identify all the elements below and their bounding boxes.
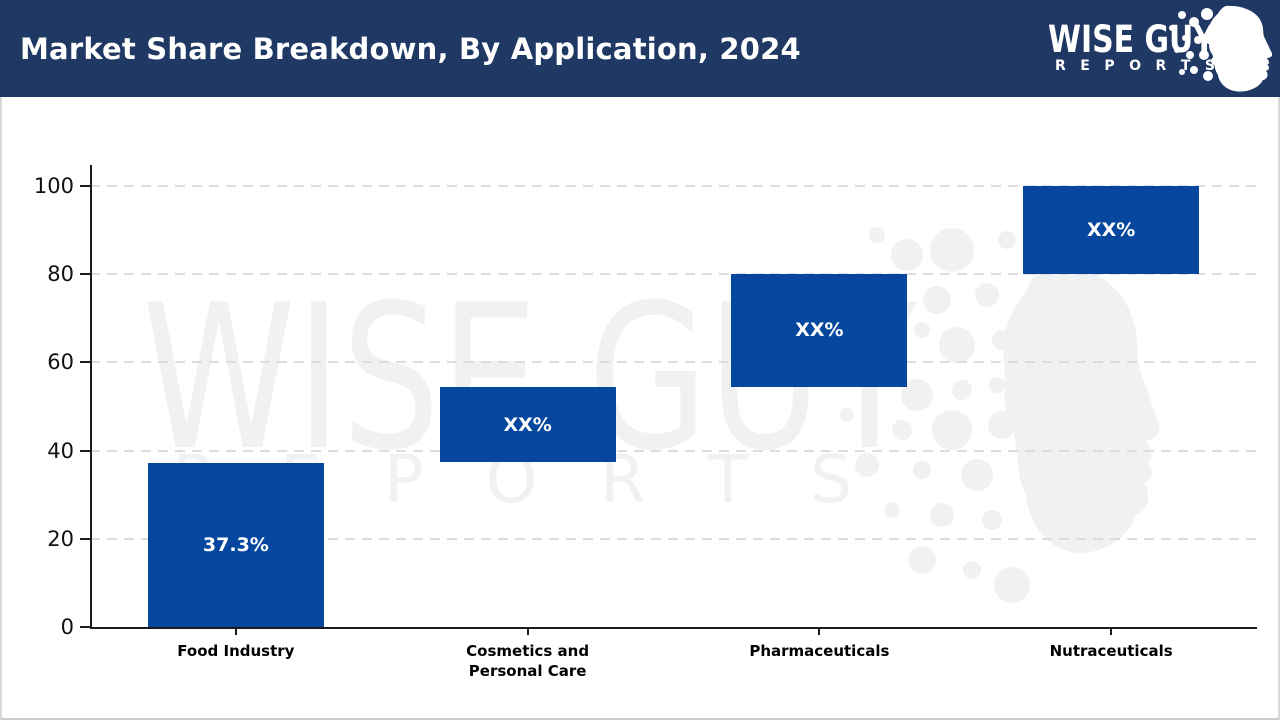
bar-value-label: XX% xyxy=(503,413,552,436)
watermark-face-icon xyxy=(1003,264,1160,553)
y-axis-tick-label: 80 xyxy=(47,262,74,287)
y-gridline xyxy=(90,361,1257,364)
page-title: Market Share Breakdown, By Application, … xyxy=(20,31,801,66)
bar-value-label: XX% xyxy=(1086,219,1136,242)
bar-cosmetics-and-personal-care xyxy=(439,386,616,463)
x-axis-category-label: Cosmetics and Personal Care xyxy=(466,642,590,680)
y-gridline xyxy=(90,185,1257,187)
bar-nutraceuticals xyxy=(1023,186,1200,275)
x-axis-category-label: Food Industry xyxy=(177,642,295,660)
y-axis-tick xyxy=(80,626,90,628)
y-gridline xyxy=(90,537,1257,540)
y-axis-tick-label: 60 xyxy=(47,350,74,375)
y-axis-line xyxy=(90,165,92,629)
logo-subtitle: R E P O R T S xyxy=(1055,58,1215,74)
y-axis-tick xyxy=(80,449,90,452)
y-axis-tick xyxy=(80,273,90,276)
y-gridline xyxy=(90,273,1257,276)
y-axis-tick-label: 20 xyxy=(47,526,74,551)
bar-food-industry xyxy=(147,462,324,627)
wise-guy-reports-logo: WISE GUY R E P O R T S xyxy=(1048,5,1272,92)
y-gridline xyxy=(90,449,1257,452)
y-axis-tick-label: 100 xyxy=(33,174,74,198)
x-axis-line xyxy=(90,627,1257,629)
x-axis-category-label: Pharmaceuticals xyxy=(749,642,890,660)
y-axis-tick-label: 40 xyxy=(47,438,74,463)
y-axis-tick xyxy=(80,361,90,364)
y-axis-tick xyxy=(80,185,90,187)
y-axis-tick xyxy=(80,537,90,540)
x-axis-category-label: Nutraceuticals xyxy=(1049,642,1173,660)
y-axis-tick-label: 0 xyxy=(60,615,74,639)
bar-value-label: 37.3% xyxy=(202,533,269,556)
x-axis-tick xyxy=(234,627,237,635)
header-band: Market Share Breakdown, By Application, … xyxy=(0,0,1280,97)
chart-canvas: WISE GUY R E P O R T S 02040608010037.3%… xyxy=(0,97,1280,720)
bar-value-label: XX% xyxy=(795,319,844,342)
logo-face-icon xyxy=(1208,5,1272,92)
x-axis-tick xyxy=(818,627,821,635)
x-axis-tick xyxy=(526,627,529,635)
x-axis-tick xyxy=(1110,627,1113,635)
